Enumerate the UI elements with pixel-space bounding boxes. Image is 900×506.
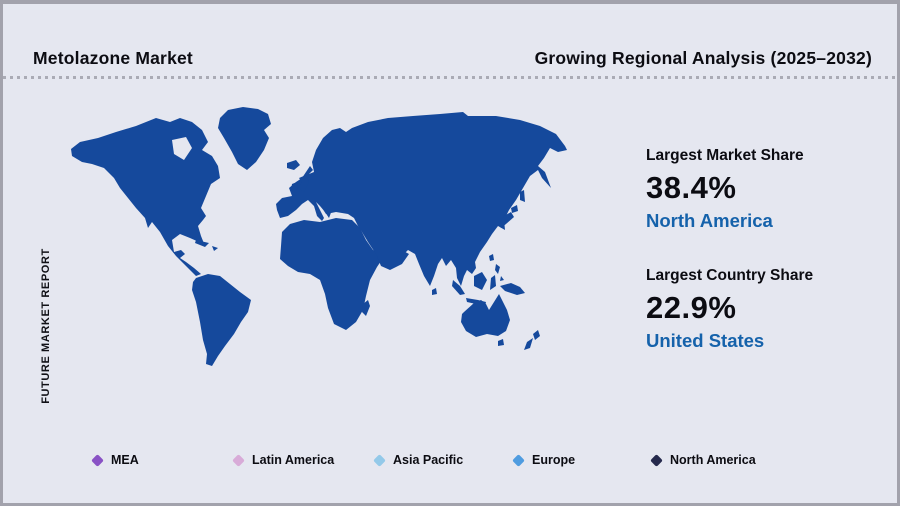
latin-america-diamond-icon	[232, 453, 245, 467]
island-taiwan	[489, 254, 494, 261]
legend-label: North America	[670, 453, 756, 467]
legend-item-north-america: North America	[650, 453, 756, 467]
legend-item-europe: Europe	[512, 453, 576, 467]
stat-country-share-value: 22.9%	[646, 290, 737, 325]
island-tasmania	[498, 339, 504, 346]
legend-label: MEA	[111, 453, 139, 467]
landmass-south-america	[192, 274, 251, 366]
legend-item-asia-pacific: Asia Pacific	[373, 453, 464, 467]
stat-market-share-region: North America	[646, 210, 773, 231]
page-title: Metolazone Market	[33, 48, 193, 68]
landmass-eurasia	[276, 112, 567, 286]
island-madagascar	[362, 300, 370, 316]
island-sumatra	[452, 280, 465, 295]
asia-pacific-diamond-icon	[373, 453, 386, 467]
island-sri-lanka	[432, 288, 437, 295]
island-sulawesi	[490, 275, 496, 290]
island-new-zealand	[524, 330, 540, 350]
europe-diamond-icon	[512, 453, 525, 467]
landmass-iceland	[287, 160, 300, 170]
world-map-land	[71, 107, 567, 366]
stat-market-share-label: Largest Market Share	[646, 147, 804, 164]
legend-label: Europe	[532, 453, 576, 467]
island-cuba	[195, 240, 209, 247]
landmass-greenland	[218, 107, 271, 170]
island-hispaniola	[212, 246, 218, 251]
landmass-australia	[461, 294, 510, 337]
dotted-divider	[3, 76, 897, 79]
stat-country-share-country: United States	[646, 330, 765, 351]
island-great-britain	[298, 175, 309, 192]
stat-market-share-value: 38.4%	[646, 170, 737, 205]
legend-item-mea: MEA	[91, 453, 139, 467]
island-sakhalin	[520, 190, 525, 202]
legend-item-latin-america: Latin America	[232, 453, 335, 467]
stat-country-share-label: Largest Country Share	[646, 267, 814, 284]
page-subtitle: Growing Regional Analysis (2025–2032)	[534, 48, 872, 68]
mea-diamond-icon	[91, 453, 104, 467]
island-ireland	[291, 182, 298, 191]
legend-label: Asia Pacific	[393, 453, 464, 467]
landmass-north-america	[71, 118, 220, 276]
island-borneo	[474, 272, 487, 290]
legend-label: Latin America	[252, 453, 335, 467]
watermark-text: FUTURE MARKET REPORT	[40, 248, 52, 404]
stats-panel: Largest Market Share 38.4% North America…	[646, 148, 876, 352]
island-new-guinea	[500, 283, 525, 295]
landmass-africa	[280, 218, 385, 330]
island-japan-hokkaido	[511, 205, 518, 213]
north-america-diamond-icon	[650, 453, 663, 467]
world-map	[71, 107, 567, 366]
island-japan-honshu	[499, 212, 514, 228]
stat-market-share: Largest Market Share 38.4% North America	[646, 148, 876, 232]
island-philippines	[495, 264, 504, 281]
hudson-bay	[172, 137, 192, 160]
stat-country-share: Largest Country Share 22.9% United State…	[646, 268, 876, 352]
